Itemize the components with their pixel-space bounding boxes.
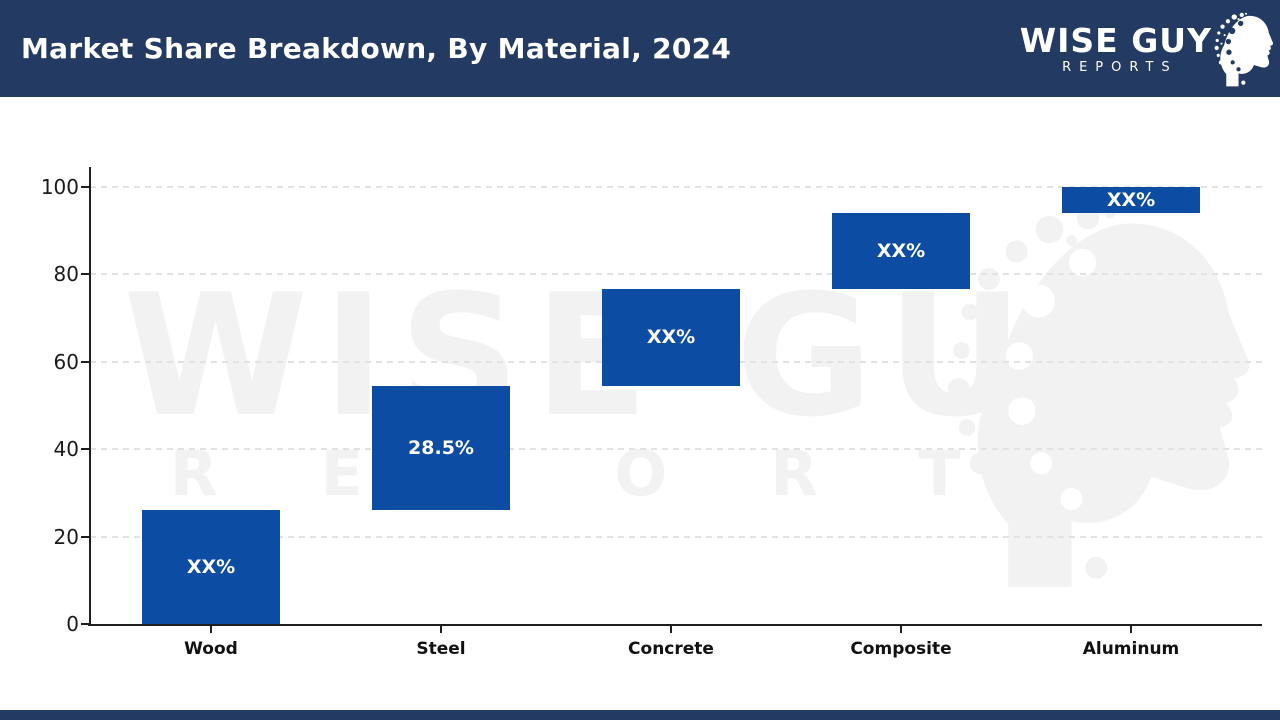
x-axis-tick bbox=[670, 626, 672, 633]
brand-logo: WISE GUY REPORTS bbox=[1020, 7, 1278, 91]
page-title: Market Share Breakdown, By Material, 202… bbox=[21, 32, 732, 65]
x-axis-category-label: Steel bbox=[416, 639, 466, 659]
bar-wood: XX% bbox=[142, 510, 280, 624]
x-axis-category-label: Aluminum bbox=[1082, 639, 1180, 659]
x-axis-tick bbox=[440, 626, 442, 633]
y-axis-tick bbox=[81, 623, 89, 625]
x-axis-tick bbox=[900, 626, 902, 633]
y-axis-tick bbox=[81, 448, 89, 450]
y-axis-tick-label: 60 bbox=[53, 349, 79, 374]
bar-value-label: XX% bbox=[186, 556, 236, 579]
y-axis-tick-label: 80 bbox=[53, 262, 79, 286]
bar-composite: XX% bbox=[832, 212, 970, 290]
x-axis-category-label: Wood bbox=[184, 639, 238, 659]
footer-bar bbox=[0, 710, 1280, 720]
bar-value-label: XX% bbox=[876, 240, 926, 263]
y-gridline bbox=[90, 448, 1262, 450]
y-gridline bbox=[90, 185, 1262, 188]
y-axis-tick-label: 20 bbox=[53, 524, 79, 549]
y-axis-tick bbox=[81, 185, 89, 188]
x-axis-line bbox=[88, 624, 1262, 626]
header: Market Share Breakdown, By Material, 202… bbox=[0, 0, 1280, 97]
bar-concrete: XX% bbox=[602, 289, 740, 386]
brand-subtitle: REPORTS bbox=[1062, 59, 1178, 75]
x-axis-tick bbox=[1130, 626, 1132, 633]
bar-value-label: 28.5% bbox=[408, 436, 474, 459]
y-gridline bbox=[90, 535, 1262, 538]
bar-value-label: XX% bbox=[646, 326, 696, 349]
bar-aluminum: XX% bbox=[1062, 186, 1200, 213]
dotted-face-profile-icon bbox=[1214, 12, 1274, 87]
y-axis-tick-label: 100 bbox=[40, 174, 79, 199]
y-axis-tick-label: 0 bbox=[66, 612, 79, 636]
x-axis-category-label: Concrete bbox=[628, 639, 714, 659]
y-axis-tick bbox=[81, 273, 89, 275]
brand-name: WISE GUY bbox=[1019, 20, 1212, 60]
bar-steel: 28.5% bbox=[372, 385, 510, 511]
x-axis-category-label: Composite bbox=[850, 639, 952, 659]
y-gridline bbox=[90, 273, 1262, 275]
brand-logo-text: WISE GUY REPORTS bbox=[1019, 20, 1212, 76]
y-axis-tick-label: 40 bbox=[53, 437, 79, 461]
bar-value-label: XX% bbox=[1106, 188, 1156, 211]
y-axis-tick bbox=[81, 360, 89, 363]
y-axis-line bbox=[89, 167, 91, 626]
y-axis-tick bbox=[81, 535, 89, 538]
x-axis-tick bbox=[210, 626, 212, 633]
